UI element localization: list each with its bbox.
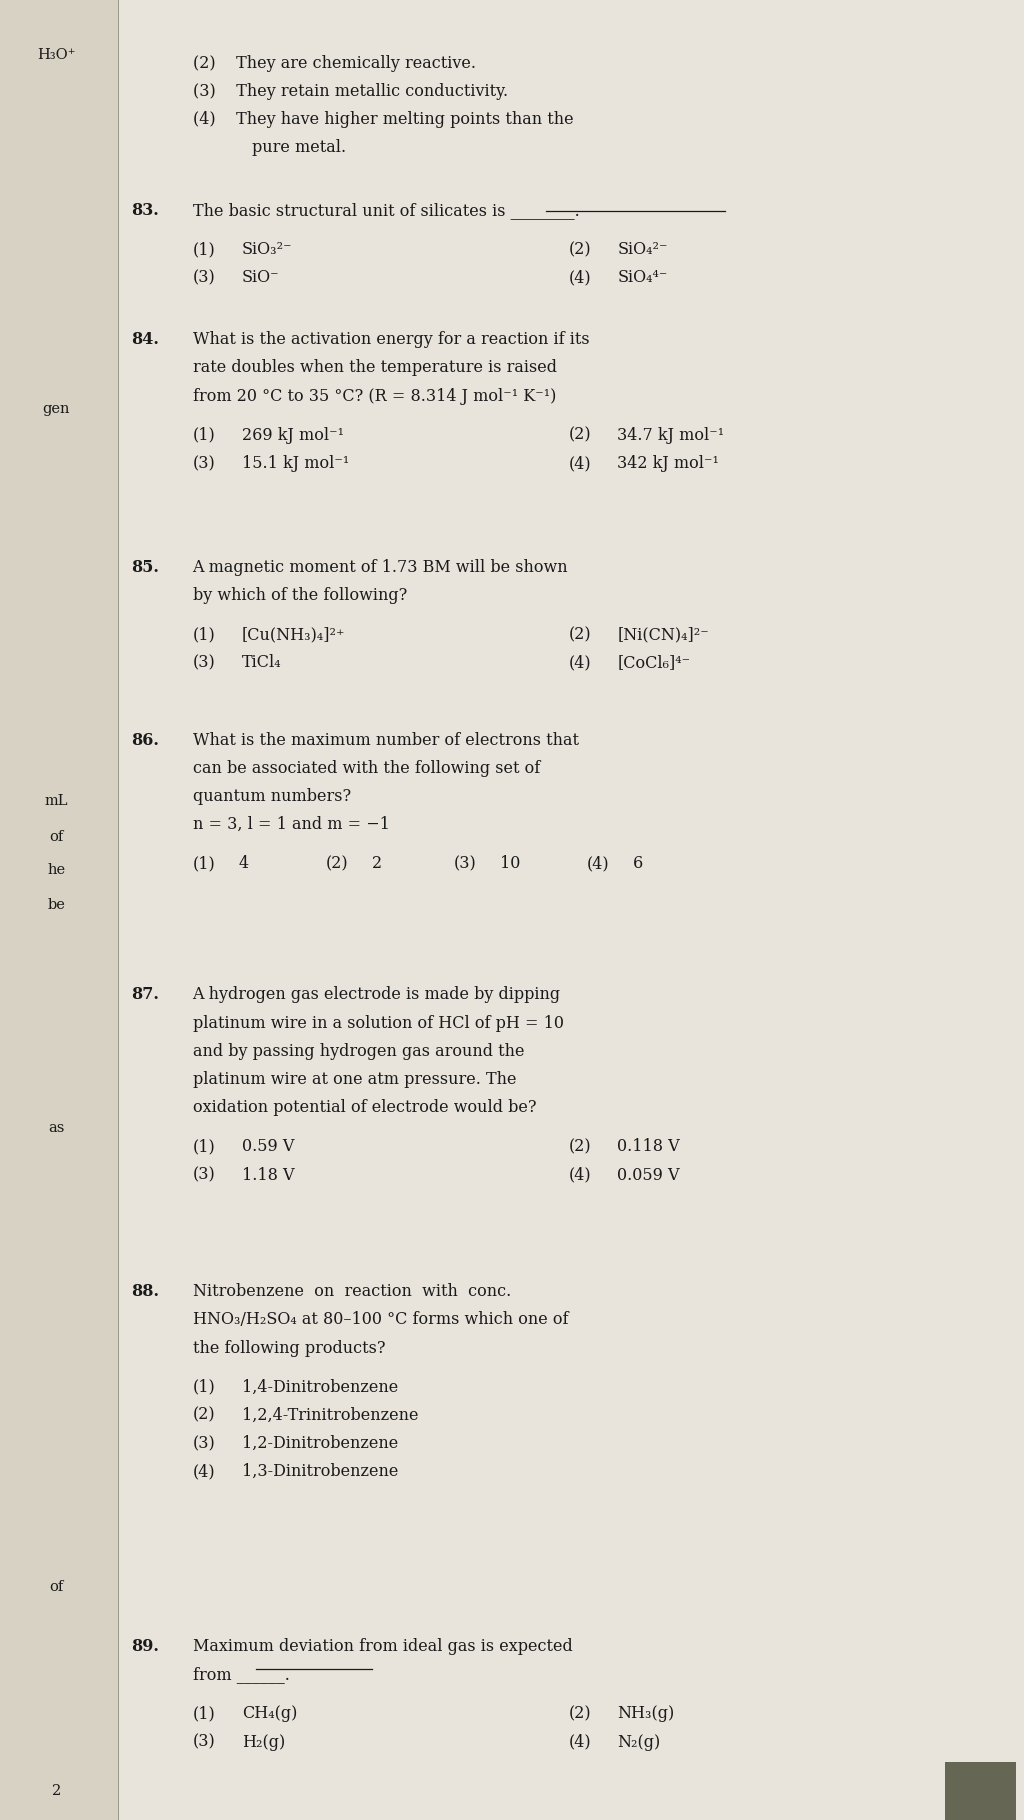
Text: (2): (2) — [193, 1407, 215, 1423]
Text: 2: 2 — [51, 1784, 61, 1798]
Text: 1,2,4-Trinitrobenzene: 1,2,4-Trinitrobenzene — [242, 1407, 418, 1423]
Text: the following products?: the following products? — [193, 1340, 385, 1356]
FancyBboxPatch shape — [945, 1762, 1016, 1820]
Text: [CoCl₆]⁴⁻: [CoCl₆]⁴⁻ — [617, 653, 690, 672]
Text: (2): (2) — [568, 426, 591, 444]
Text: A hydrogen gas electrode is made by dipping: A hydrogen gas electrode is made by dipp… — [193, 986, 560, 1003]
Text: be: be — [47, 897, 66, 912]
Text: 15.1 kJ mol⁻¹: 15.1 kJ mol⁻¹ — [242, 455, 349, 471]
Text: (4): (4) — [587, 855, 609, 872]
Text: 86.: 86. — [131, 732, 159, 748]
Text: What is the activation energy for a reaction if its: What is the activation energy for a reac… — [193, 331, 589, 348]
Text: (1): (1) — [193, 855, 215, 872]
Text: Nitrobenzene  on  reaction  with  conc.: Nitrobenzene on reaction with conc. — [193, 1283, 511, 1299]
Text: and by passing hydrogen gas around the: and by passing hydrogen gas around the — [193, 1043, 524, 1059]
Text: (1): (1) — [193, 1380, 215, 1396]
Text: Maximum deviation from ideal gas is expected: Maximum deviation from ideal gas is expe… — [193, 1638, 572, 1654]
Text: 84.: 84. — [131, 331, 159, 348]
Text: (4): (4) — [568, 269, 591, 286]
Text: from 20 °C to 35 °C? (R = 8.314 J mol⁻¹ K⁻¹): from 20 °C to 35 °C? (R = 8.314 J mol⁻¹ … — [193, 388, 556, 404]
Text: 6: 6 — [633, 855, 643, 872]
Text: (1): (1) — [193, 1139, 215, 1156]
Text: by which of the following?: by which of the following? — [193, 586, 407, 604]
Text: 0.59 V: 0.59 V — [242, 1139, 294, 1156]
Text: SiO₄⁴⁻: SiO₄⁴⁻ — [617, 269, 668, 286]
Text: H₃O⁺: H₃O⁺ — [37, 47, 76, 62]
Text: (1): (1) — [193, 426, 215, 444]
Text: 4: 4 — [239, 855, 249, 872]
Text: 7: 7 — [975, 1782, 987, 1800]
Text: (4): (4) — [568, 653, 591, 672]
Text: TiCl₄: TiCl₄ — [242, 653, 282, 672]
Text: quantum numbers?: quantum numbers? — [193, 788, 350, 804]
Text: of: of — [49, 1580, 63, 1594]
Text: (4): (4) — [568, 1733, 591, 1751]
Text: 10: 10 — [500, 855, 520, 872]
Text: (3): (3) — [454, 855, 476, 872]
Text: 0.118 V: 0.118 V — [617, 1139, 680, 1156]
Text: 88.: 88. — [131, 1283, 159, 1299]
Text: (3): (3) — [193, 455, 215, 471]
Text: 85.: 85. — [131, 559, 159, 575]
Text: (4): (4) — [568, 455, 591, 471]
Text: SiO⁻: SiO⁻ — [242, 269, 280, 286]
Text: 2: 2 — [372, 855, 382, 872]
Text: as: as — [48, 1121, 65, 1136]
Text: (4): (4) — [568, 1167, 591, 1183]
Text: (1): (1) — [193, 240, 215, 258]
Text: What is the maximum number of electrons that: What is the maximum number of electrons … — [193, 732, 579, 748]
Text: 269 kJ mol⁻¹: 269 kJ mol⁻¹ — [242, 426, 344, 444]
Text: (3): (3) — [193, 269, 215, 286]
Text: (4): (4) — [193, 1463, 215, 1480]
Text: (3): (3) — [193, 1167, 215, 1183]
Text: (2): (2) — [568, 626, 591, 642]
Bar — [0, 0, 118, 1820]
Text: 342 kJ mol⁻¹: 342 kJ mol⁻¹ — [617, 455, 719, 471]
Text: (2): (2) — [568, 240, 591, 258]
Text: H₂(g): H₂(g) — [242, 1733, 285, 1751]
Text: (3): (3) — [193, 653, 215, 672]
Text: 89.: 89. — [131, 1638, 159, 1654]
Text: (2): (2) — [326, 855, 348, 872]
Text: 34.7 kJ mol⁻¹: 34.7 kJ mol⁻¹ — [617, 426, 725, 444]
Text: (3): (3) — [193, 1434, 215, 1452]
Text: of: of — [49, 830, 63, 844]
Text: 1,3-Dinitrobenzene: 1,3-Dinitrobenzene — [242, 1463, 398, 1480]
Text: 1,4-Dinitrobenzene: 1,4-Dinitrobenzene — [242, 1380, 398, 1396]
Text: SiO₄²⁻: SiO₄²⁻ — [617, 240, 668, 258]
Text: platinum wire at one atm pressure. The: platinum wire at one atm pressure. The — [193, 1070, 516, 1088]
Text: 1.18 V: 1.18 V — [242, 1167, 294, 1183]
Text: N₂(g): N₂(g) — [617, 1733, 660, 1751]
Text: The basic structural unit of silicates is ________.: The basic structural unit of silicates i… — [193, 202, 580, 218]
Text: he: he — [47, 863, 66, 877]
Text: (1): (1) — [193, 1705, 215, 1722]
Text: A magnetic moment of 1.73 BM will be shown: A magnetic moment of 1.73 BM will be sho… — [193, 559, 568, 575]
Text: [Cu(NH₃)₄]²⁺: [Cu(NH₃)₄]²⁺ — [242, 626, 345, 642]
Text: pure metal.: pure metal. — [252, 140, 346, 157]
Text: (2)    They are chemically reactive.: (2) They are chemically reactive. — [193, 55, 475, 71]
Text: oxidation potential of electrode would be?: oxidation potential of electrode would b… — [193, 1099, 536, 1116]
Text: (3)    They retain metallic conductivity.: (3) They retain metallic conductivity. — [193, 82, 508, 100]
Text: 0.059 V: 0.059 V — [617, 1167, 680, 1183]
Text: (1): (1) — [193, 626, 215, 642]
Text: from ______.: from ______. — [193, 1667, 290, 1684]
Text: 83.: 83. — [131, 202, 159, 218]
Text: (3): (3) — [193, 1733, 215, 1751]
Text: rate doubles when the temperature is raised: rate doubles when the temperature is rai… — [193, 360, 556, 377]
Text: n = 3, l = 1 and m = −1: n = 3, l = 1 and m = −1 — [193, 815, 389, 834]
Text: 87.: 87. — [131, 986, 159, 1003]
Text: gen: gen — [43, 402, 70, 417]
Text: CH₄(g): CH₄(g) — [242, 1705, 297, 1722]
Text: (2): (2) — [568, 1139, 591, 1156]
Text: HNO₃/H₂SO₄ at 80–100 °C forms which one of: HNO₃/H₂SO₄ at 80–100 °C forms which one … — [193, 1310, 568, 1329]
Text: (4)    They have higher melting points than the: (4) They have higher melting points than… — [193, 111, 573, 127]
Text: NH₃(g): NH₃(g) — [617, 1705, 675, 1722]
Text: mL: mL — [45, 794, 68, 808]
Text: platinum wire in a solution of HCl of pH = 10: platinum wire in a solution of HCl of pH… — [193, 1016, 563, 1032]
Text: 1,2-Dinitrobenzene: 1,2-Dinitrobenzene — [242, 1434, 398, 1452]
Text: [Ni(CN)₄]²⁻: [Ni(CN)₄]²⁻ — [617, 626, 710, 642]
Text: (2): (2) — [568, 1705, 591, 1722]
Text: SiO₃²⁻: SiO₃²⁻ — [242, 240, 292, 258]
Text: can be associated with the following set of: can be associated with the following set… — [193, 761, 540, 777]
